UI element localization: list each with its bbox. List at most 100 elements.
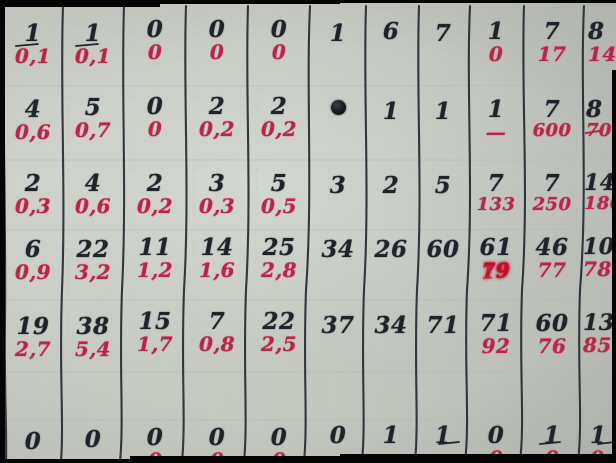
table-cell[interactable]: 14 180 [582, 172, 616, 213]
cell-top-value: 71 [426, 312, 460, 339]
cell-bottom-value: 250 [532, 194, 572, 215]
table-cell[interactable]: 14 1,6 [188, 236, 246, 280]
cell-top-value: 0 [329, 422, 347, 449]
table-cell[interactable]: 15 1,7 [126, 310, 184, 354]
cell-top-value: 1 [487, 18, 505, 45]
table-cell[interactable]: 3 0,3 [188, 172, 246, 216]
table-cell[interactable]: 107 78 [582, 236, 616, 279]
table-cell[interactable]: 7 17 [524, 20, 580, 64]
cell-bottom-value: 2,5 [261, 332, 297, 356]
table-cell[interactable]: 5 0,5 [250, 172, 308, 216]
cell-top-value: 2 [24, 170, 42, 197]
cell-bottom-value: 5,4 [75, 337, 111, 361]
cell-bottom-value: 0,7 [75, 118, 111, 142]
table-cell[interactable]: 1 — [470, 98, 522, 142]
table-cell[interactable]: 1 0,1 [4, 22, 62, 66]
table-cell[interactable]: 22 2,5 [250, 310, 308, 354]
table-cell[interactable]: 11 1,2 [126, 236, 184, 280]
table-cell[interactable]: 71 92 [470, 312, 522, 356]
cell-top-value: 22 [262, 308, 296, 335]
ink-blot-icon [330, 100, 346, 115]
table-cell[interactable]: 4 0,6 [4, 98, 62, 142]
cell-top-value: 107 [583, 236, 616, 260]
table-cell[interactable]: 7 [418, 22, 468, 45]
table-cell[interactable]: 38 5,4 [64, 315, 122, 359]
cell-top-value: 0 [208, 424, 226, 451]
table-cell[interactable]: 25 2,8 [250, 236, 308, 280]
cell-top-value: 0 [84, 426, 102, 453]
cell-bottom-value: 0,5 [261, 194, 297, 218]
table-cell[interactable]: 3 [312, 174, 364, 197]
cell-top-value: 26 [374, 236, 408, 263]
table-cell[interactable]: 2 0,2 [126, 172, 184, 216]
cell-top-value: 2 [146, 170, 164, 197]
table-cell[interactable]: 8 700 [582, 98, 616, 140]
table-cell[interactable]: 0 0 [250, 18, 308, 62]
table-cell[interactable]: 1 [312, 22, 364, 45]
cell-bottom-value: 0,6 [15, 120, 51, 144]
cell-bottom-value: 2,8 [261, 258, 297, 282]
cell-top-value: 1 [24, 20, 42, 47]
table-cell[interactable]: 34 [312, 238, 364, 261]
table-cell[interactable]: 71 [418, 314, 468, 337]
cell-top-value: 71 [479, 310, 513, 337]
table-cell[interactable]: 1 0,1 [64, 22, 122, 66]
table-cell[interactable]: 34 [366, 314, 416, 337]
table-cell[interactable]: 22 3,2 [64, 238, 122, 282]
table-cell[interactable]: 0 0 [188, 18, 246, 62]
table-cell[interactable]: 26 [366, 238, 416, 261]
table-cell[interactable]: 1 [366, 100, 416, 123]
table-cell[interactable] [312, 100, 364, 115]
cell-bottom-value: 0 [147, 40, 163, 64]
cell-top-value: 1 [487, 96, 505, 123]
table-cell[interactable]: 8 14 [582, 20, 616, 64]
cell-top-value: 8 [586, 98, 603, 123]
table-cell[interactable]: 60 [418, 238, 468, 261]
cell-top-value: 0 [146, 424, 164, 451]
table-cell[interactable]: 5 0,7 [64, 96, 122, 140]
table-cell[interactable]: 19 2,7 [4, 315, 62, 359]
photo-frame-right [612, 70, 616, 463]
table-cell[interactable]: 0 [4, 430, 62, 453]
table-cell[interactable]: 7 0,8 [188, 310, 246, 354]
table-cell[interactable]: 133 85 [582, 312, 616, 355]
photo-frame-bottom-left [0, 459, 130, 463]
table-cell[interactable]: 46 77 [524, 236, 580, 280]
table-cell[interactable]: 5 [418, 174, 468, 197]
table-cell[interactable]: 2 0,3 [4, 172, 62, 216]
table-cell[interactable]: 60 76 [524, 312, 580, 356]
table-cell[interactable]: 6 [366, 20, 416, 43]
table-cell[interactable]: 4 0,6 [64, 172, 122, 216]
table-cell[interactable]: 1 0 [470, 20, 522, 64]
table-cell[interactable]: 7 600 [524, 98, 580, 140]
table-cell[interactable]: 2 0,2 [250, 95, 308, 139]
cell-top-value: 14 [584, 172, 616, 196]
table-cell[interactable]: 61 79 19 [470, 236, 522, 284]
table-cell[interactable]: 0 0 [126, 18, 184, 62]
cell-top-value: 7 [543, 170, 561, 197]
cell-top-value: 34 [321, 236, 355, 263]
cell-top-value: 2 [382, 172, 400, 199]
table-cell[interactable]: 2 [366, 174, 416, 197]
table-cell[interactable]: 2 0,2 [188, 95, 246, 139]
table-cell[interactable]: 0 0 [126, 95, 184, 139]
table-cell[interactable]: 7 250 [524, 172, 580, 214]
table-cell[interactable]: 0 [312, 424, 364, 447]
table-cell[interactable]: 0 [64, 428, 122, 451]
table-cell[interactable]: 1 [418, 424, 468, 447]
table-cell[interactable]: 37 [312, 314, 364, 337]
photo-frame-bottom-right [340, 454, 616, 463]
cell-bottom-value: 180 [584, 193, 616, 213]
table-cell[interactable]: 7 133 [470, 172, 522, 214]
cell-top-value: 7 [543, 96, 561, 123]
table-cell[interactable]: 1 [418, 100, 468, 123]
cell-top-value: 60 [426, 236, 460, 263]
cell-bottom-value: 0,2 [261, 117, 297, 141]
table-cell[interactable]: 6 0,9 [4, 238, 62, 282]
table-cell[interactable]: 1 [366, 424, 416, 447]
cell-bottom-value: 0 [147, 117, 163, 141]
cell-top-value: 8 [588, 20, 605, 45]
cell-top-value: 0 [146, 16, 164, 43]
cell-bottom-value: — [485, 120, 507, 144]
